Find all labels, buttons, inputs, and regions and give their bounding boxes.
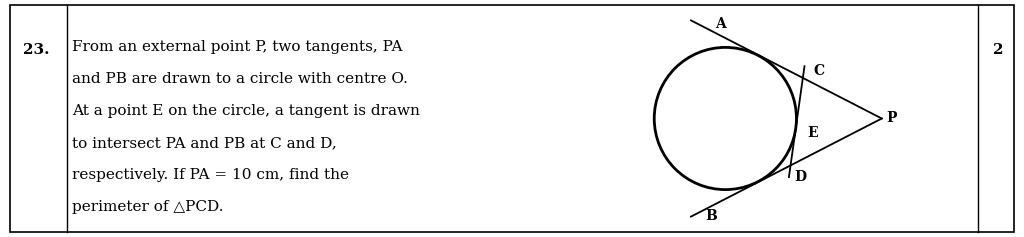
- Text: From an external point P, two tangents, PA: From an external point P, two tangents, …: [72, 40, 402, 54]
- Text: P: P: [886, 111, 896, 126]
- Text: At a point E on the circle, a tangent is drawn: At a point E on the circle, a tangent is…: [72, 104, 420, 118]
- Text: C: C: [814, 64, 825, 78]
- Text: E: E: [807, 126, 817, 140]
- Text: A: A: [715, 17, 726, 31]
- Text: D: D: [794, 170, 806, 184]
- Text: 2: 2: [993, 43, 1004, 57]
- Text: 23.: 23.: [23, 43, 49, 57]
- Text: B: B: [706, 209, 717, 223]
- Text: perimeter of △PCD.: perimeter of △PCD.: [72, 200, 223, 214]
- Text: to intersect PA and PB at C and D,: to intersect PA and PB at C and D,: [72, 136, 337, 150]
- Text: respectively. If PA = 10 cm, find the: respectively. If PA = 10 cm, find the: [72, 168, 349, 182]
- Text: and PB are drawn to a circle with centre O.: and PB are drawn to a circle with centre…: [72, 72, 408, 86]
